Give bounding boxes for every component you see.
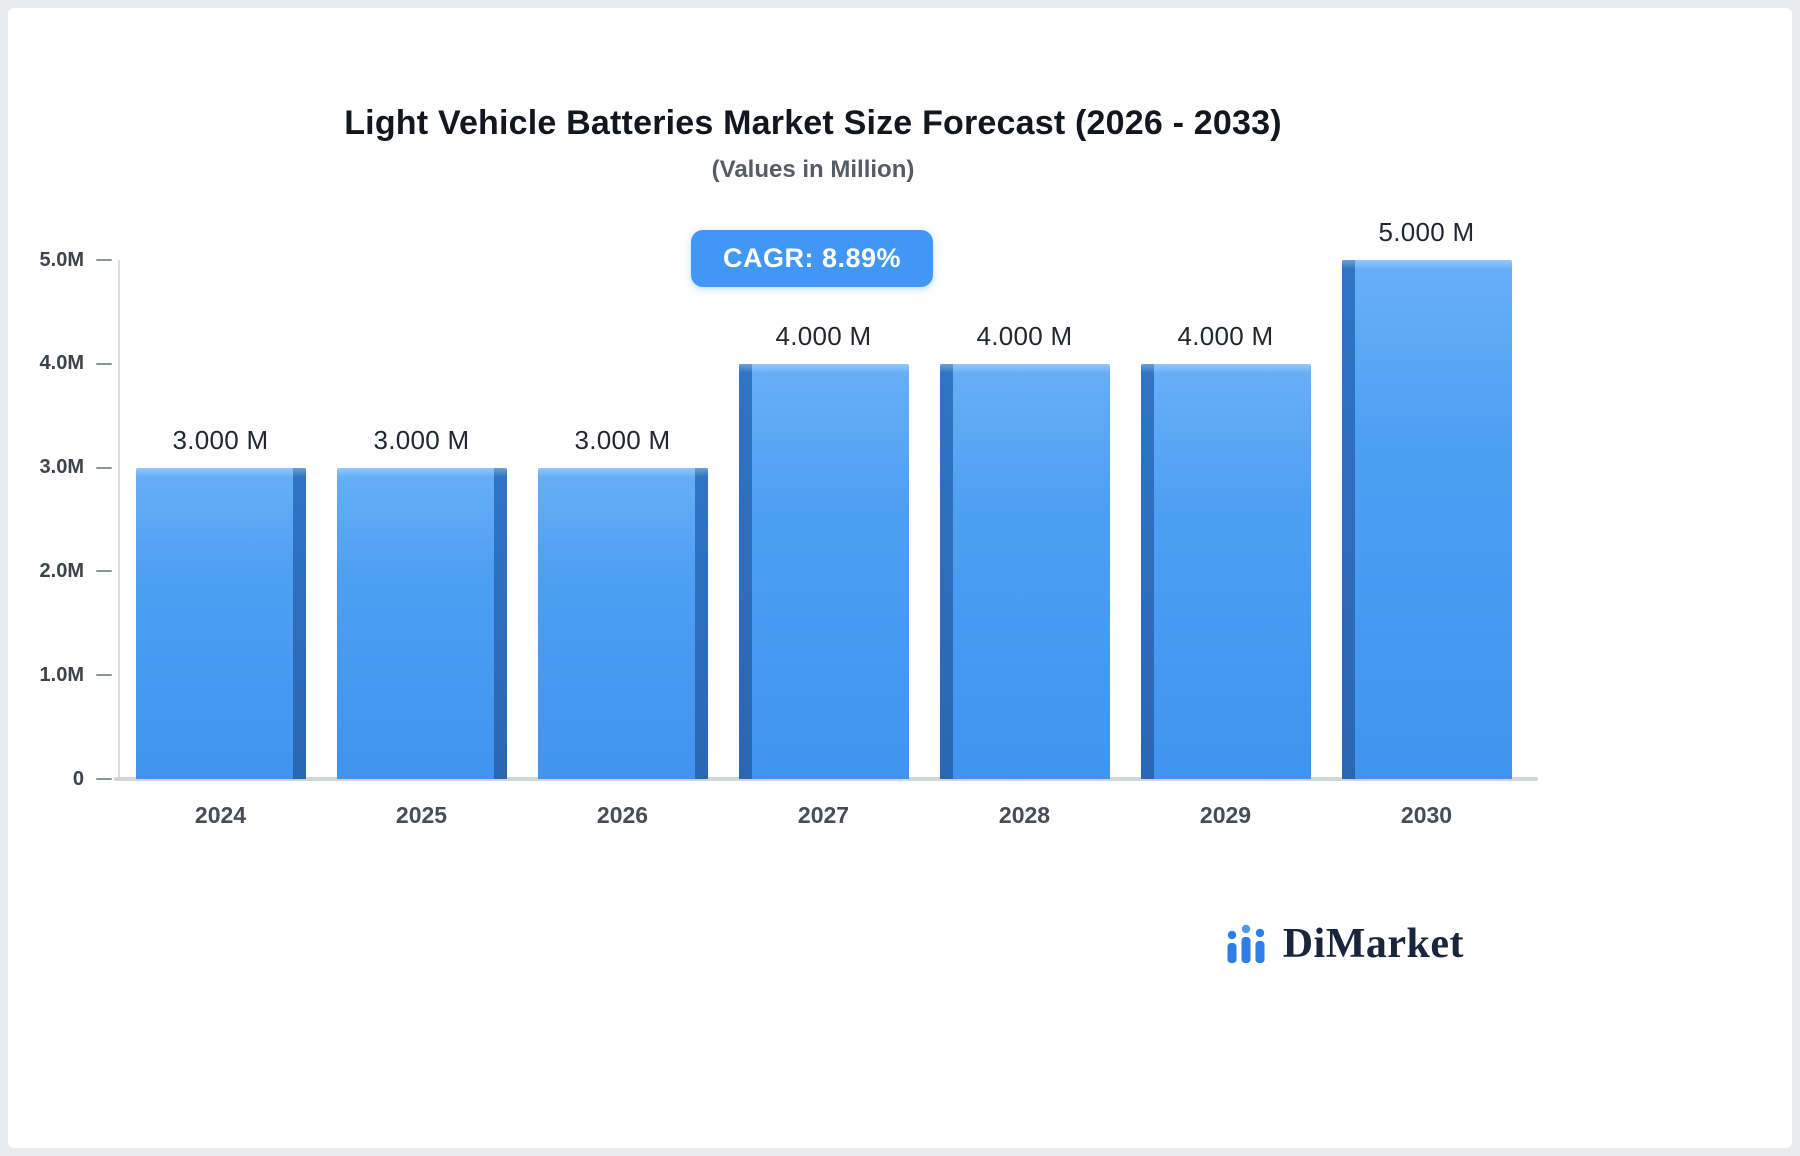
x-axis-label: 2026 [596,802,649,828]
y-tick-label: 5.0M [39,248,84,271]
bar-chart: 0 1.0M 2.0M 3.0M 4.0M 5.0M 3.000 M 2024 3.000 M… [36,217,1538,828]
x-axis-label: 2025 [395,802,448,828]
chart-card: Light Vehicle Batteries Market Size Fore… [8,8,1792,1148]
bar-slot: 5.000 M 2030 [1326,217,1527,828]
y-tick-mark [96,674,112,677]
bar-slot: 3.000 M 2024 [120,260,321,828]
bar-slot: 3.000 M 2025 [321,260,522,828]
x-axis-label: 2028 [998,802,1051,828]
y-tick-label: 4.0M [39,352,84,375]
bar-side-face [493,467,507,779]
bar-value-label: 3.000 M [373,424,470,455]
dimarket-logo-icon [1227,924,1265,963]
bar-2026[interactable] [537,467,708,779]
bar-2027[interactable] [738,363,909,779]
y-tick-mark [96,259,112,261]
y-tick-label: 0 [72,767,84,790]
y-tick-mark [96,778,112,780]
bar-2029[interactable] [1140,363,1311,779]
bar-slot: 4.000 M 2029 [1125,260,1326,828]
bar-value-label: 4.000 M [976,320,1073,351]
bar-value-label: 4.000 M [775,320,872,351]
x-axis-label: 2030 [1400,802,1453,828]
bar-side-face [292,467,306,779]
y-tick-label: 3.0M [39,456,84,479]
x-axis-label: 2027 [797,802,850,828]
y-tick: 1.0M [36,663,112,687]
bar-value-label: 5.000 M [1378,217,1475,247]
bar-value-label: 4.000 M [1177,320,1274,351]
bar-side-face [1341,260,1355,779]
y-tick: 0 [36,767,112,791]
bar-side-face [939,363,953,779]
y-tick: 2.0M [36,559,112,583]
x-axis-line [114,777,1538,781]
bar-2025[interactable] [336,467,507,779]
bar-2024[interactable] [135,467,306,779]
y-tick-mark [96,466,112,469]
y-axis-line [118,260,120,779]
y-tick-mark [96,570,112,573]
y-tick-label: 1.0M [39,663,84,686]
bar-slot: 3.000 M 2026 [522,260,723,828]
y-tick: 5.0M [36,248,112,272]
bar-side-face [1140,363,1154,779]
y-tick-label: 2.0M [39,559,84,582]
x-axis-label: 2029 [1199,802,1252,828]
x-axis-label: 2024 [194,802,247,828]
bar-side-face [694,467,708,779]
brand-name: DiMarket [1282,921,1464,967]
y-tick: 4.0M [36,352,112,376]
chart-subtitle: (Values in Million) [711,156,915,183]
bar-side-face [738,363,752,779]
bar-value-label: 3.000 M [172,424,269,455]
bar-2030[interactable] [1341,260,1512,779]
bar-value-label: 3.000 M [574,424,671,455]
y-tick: 3.0M [36,456,112,480]
brand-logo: DiMarket [1223,920,1464,968]
plot-area: 3.000 M 2024 3.000 M 2025 3.000 M 2026 4.000 M… [120,217,1527,828]
bar-slot: 4.000 M 2027 [723,260,924,828]
y-axis: 0 1.0M 2.0M 3.0M 4.0M 5.0M [36,249,112,790]
bar-2028[interactable] [939,363,1110,779]
chart-title: Light Vehicle Batteries Market Size Fore… [344,104,1282,142]
bar-slot: 4.000 M 2028 [924,260,1125,828]
y-tick-mark [96,362,112,365]
cagr-badge: CAGR: 8.89% [691,230,933,287]
